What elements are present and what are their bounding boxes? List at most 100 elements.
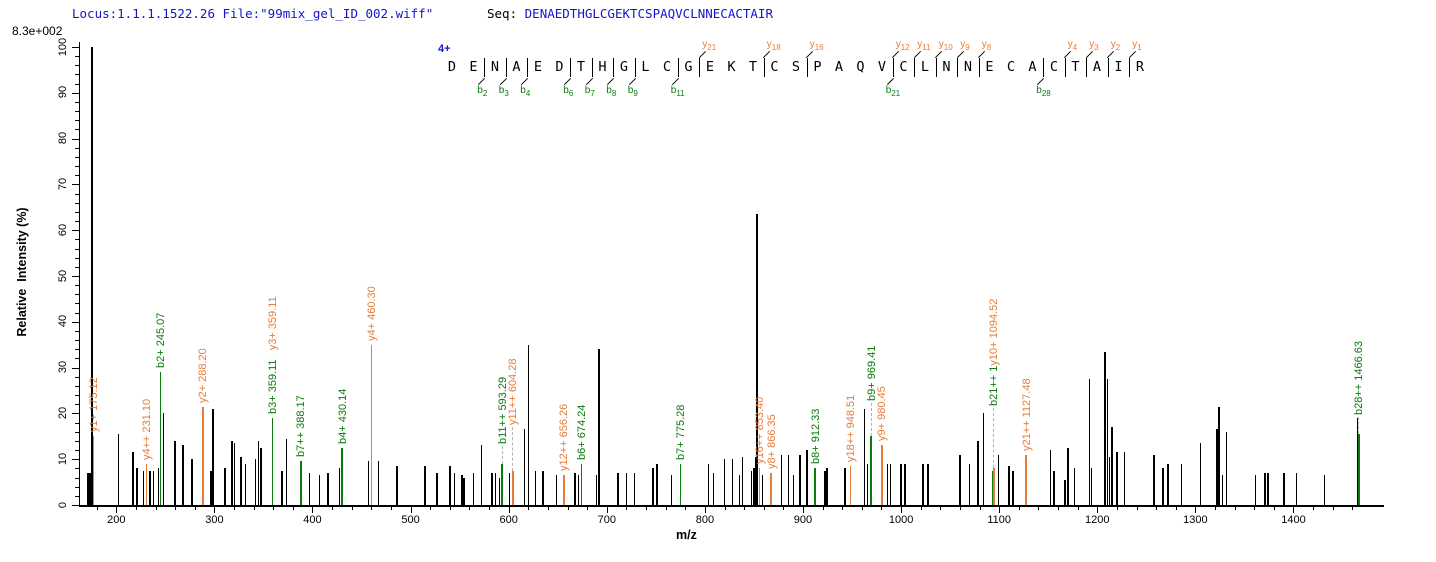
peak [338,468,341,505]
peptide-residue: N [942,59,951,75]
x-minor-tick [959,506,961,510]
peptide-residue: C [770,59,779,75]
x-axis-line [80,505,1384,507]
peak [1106,379,1109,505]
fragment-cut-mark [591,58,593,77]
peak [904,463,906,505]
peak [233,443,236,505]
peak [300,461,302,505]
y-minor-tick [74,175,79,177]
b-ion-label: b3 [499,85,509,98]
x-minor-tick [724,506,726,510]
peak-label: b28++ 1466.63 [1353,340,1366,415]
precursor-charge-label: 4+ [438,43,451,55]
x-minor-tick [1254,506,1256,510]
peak [367,461,369,505]
peak [844,468,846,505]
x-major-tick [704,506,706,513]
peak [900,463,902,505]
ion-series-index: 4 [525,89,531,98]
peak [191,459,193,505]
y-tick-label: 100 [57,37,69,56]
peak [461,475,463,505]
peak-label-text: y1+ 175.12 [88,377,101,433]
ion-series-letter: y [1132,39,1138,50]
x-tick-label: 200 [107,514,126,526]
peak-label: b2+ 245.07 [155,313,167,368]
seq-value-label: DENAEDTHGLCGEKTCSPAQVCLNNECACTAIR [524,6,773,21]
peptide-residue: P [813,59,822,75]
peak [162,413,165,505]
peak [1104,351,1106,505]
peak [707,463,710,505]
peak-label-text: b3+ 359.11 [266,359,279,414]
peak-label: y4+ 460.30 [366,286,378,341]
y-tick-label: 90 [57,86,69,99]
ion-series-index: 8 [986,43,992,52]
peak-label: y21++ 1127.48 [1021,378,1033,451]
y-minor-tick [74,248,79,250]
peak [712,472,714,505]
peak [327,472,329,505]
y-major-tick [71,138,79,140]
peptide-residue: K [727,59,736,75]
peak-label-text: y9+ 980.45 [876,386,889,442]
peptide-residue: C [1006,59,1016,75]
y-minor-tick [74,221,79,223]
x-minor-tick [783,506,785,510]
peak [1111,427,1113,505]
peak-label: b6+ 674.24 [576,404,588,459]
peak [770,472,772,505]
peak [595,475,598,505]
ion-series-index: 11 [922,43,931,52]
peak [1358,434,1360,505]
peak [396,466,398,505]
peptide-residue: D [447,59,457,75]
peak [370,344,373,505]
y-major-tick [71,367,79,369]
ion-series-letter: y [960,39,966,50]
x-tick-label: 1000 [888,514,914,526]
ion-series-index: 3 [504,89,509,98]
ion-series-letter: y [809,39,815,50]
peak [449,466,451,505]
peptide-residue: C [899,59,908,75]
peak [881,445,883,505]
x-major-tick [508,506,510,513]
peak-label-text: b7+ 775.28 [675,404,688,460]
x-tick-label: 300 [205,514,224,526]
x-tick-label: 1100 [987,514,1012,526]
x-minor-tick [528,506,530,510]
peak-label-text: y3+ 359.11 [266,296,279,360]
peptide-residue: N [490,59,500,75]
peak [780,454,783,505]
y-major-tick [71,92,79,94]
y-ion-label: y16 [810,39,824,52]
peak [436,472,438,505]
peak [89,472,91,505]
x-minor-tick [881,506,883,510]
y-minor-tick [74,120,79,122]
y-minor-tick [74,340,79,342]
y-ion-label: y9 [960,39,969,52]
peak-label-text: b4+ 430.14 [336,388,349,444]
x-minor-tick [194,506,196,510]
ion-series-letter: b [1036,85,1042,96]
peak-label-text: b28++ 1466.63 [1353,340,1366,415]
peak [723,459,726,505]
y-minor-tick [74,193,79,195]
peptide-residue: V [877,59,887,75]
peak [1254,475,1256,505]
ion-series-letter: b [563,85,569,96]
y-minor-tick [74,477,79,479]
fragment-cut-mark [613,58,615,77]
peak [1267,472,1269,505]
ion-series-index: 6 [568,89,574,98]
peak [472,472,475,505]
ion-series-letter: y [766,39,772,50]
ion-series-index: 10 [943,43,953,52]
x-minor-tick [371,506,373,510]
x-minor-tick [1215,506,1217,510]
